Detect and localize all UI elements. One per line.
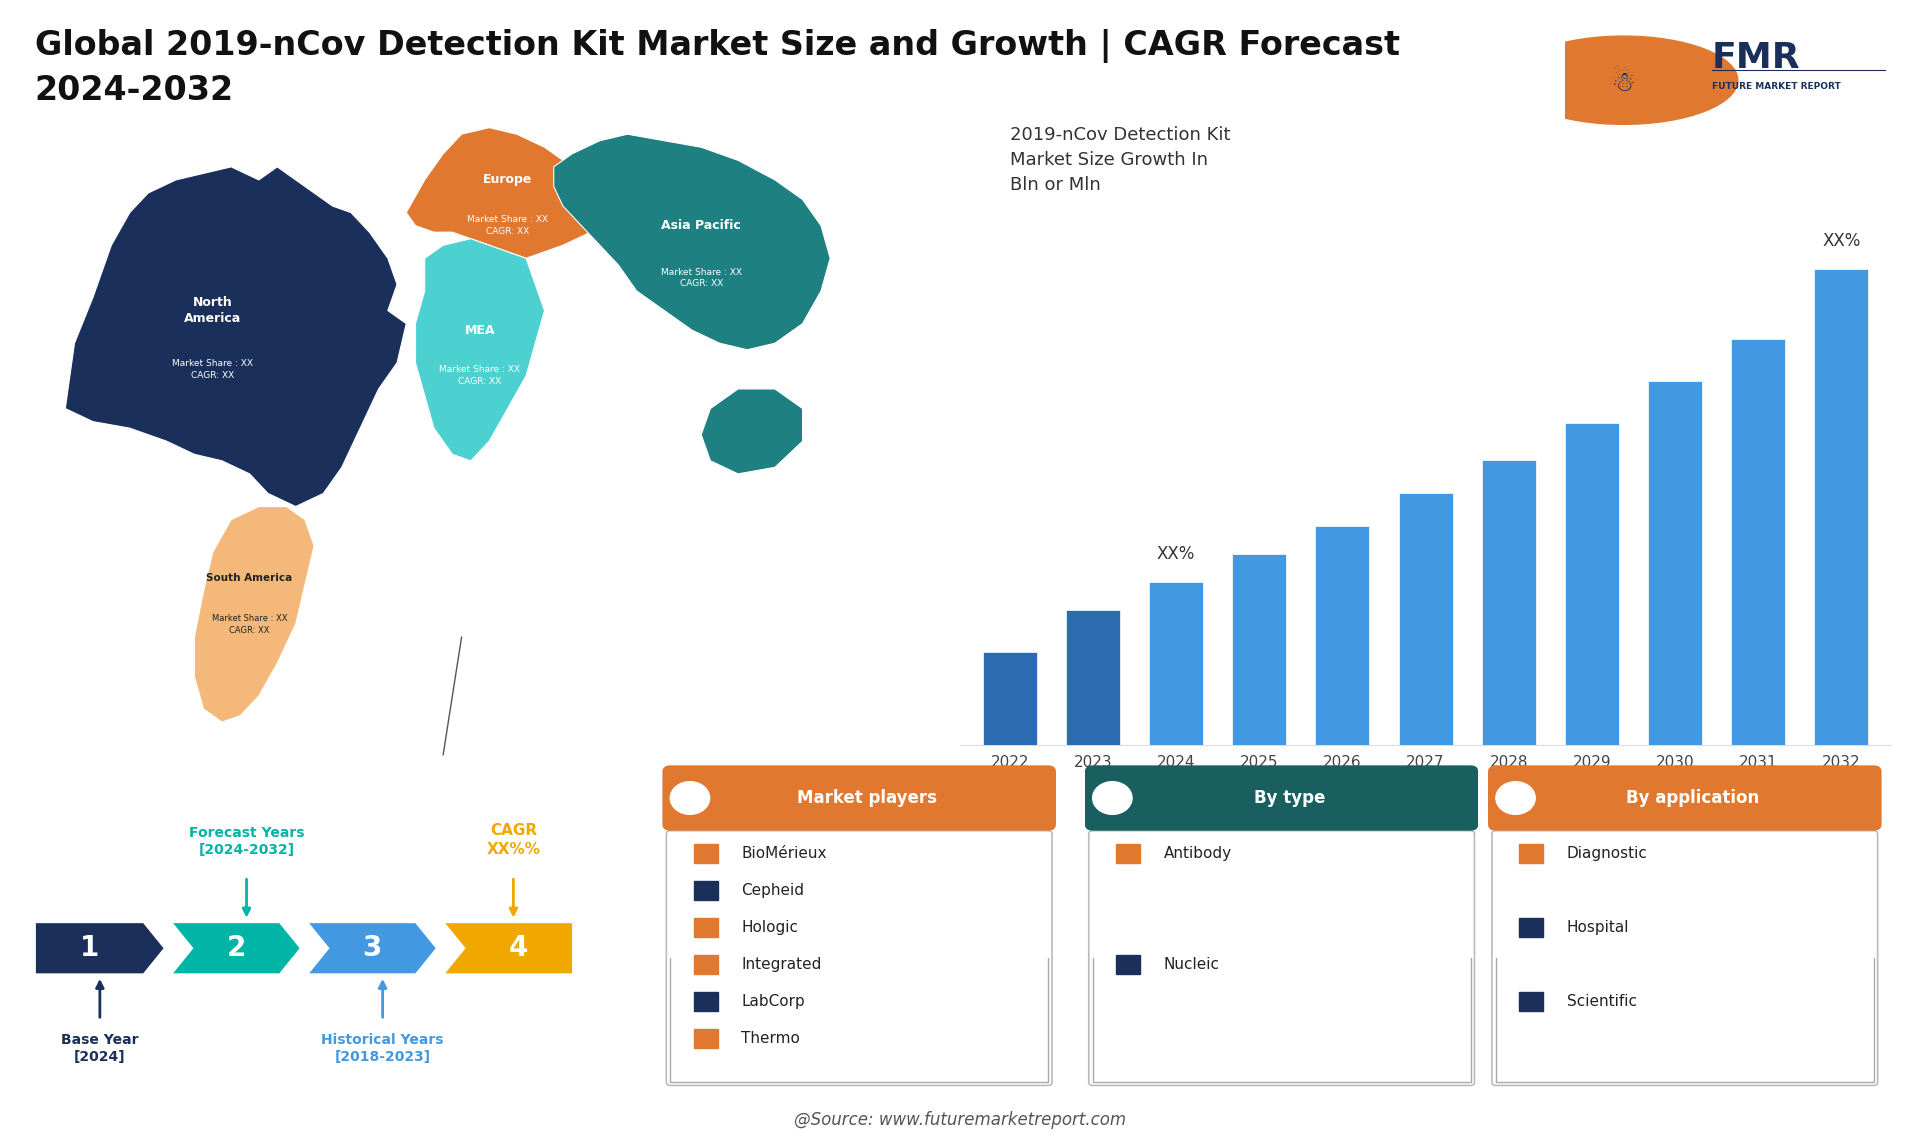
Bar xyxy=(1398,493,1453,745)
Text: Scientific: Scientific xyxy=(1567,994,1636,1010)
Text: XX%: XX% xyxy=(1158,544,1196,563)
Circle shape xyxy=(1496,782,1536,815)
Polygon shape xyxy=(35,923,165,974)
Bar xyxy=(1814,269,1868,745)
Text: Asia Pacific: Asia Pacific xyxy=(660,219,741,233)
Text: Market Share : XX
CAGR: XX: Market Share : XX CAGR: XX xyxy=(440,366,520,386)
Circle shape xyxy=(1092,782,1133,815)
Bar xyxy=(1066,610,1119,745)
Text: Market Share : XX
CAGR: XX: Market Share : XX CAGR: XX xyxy=(173,359,253,379)
Text: By type: By type xyxy=(1254,788,1325,807)
FancyBboxPatch shape xyxy=(1089,831,1475,1085)
Polygon shape xyxy=(444,923,572,974)
Bar xyxy=(1482,461,1536,745)
Text: Market Share : XX
CAGR: XX: Market Share : XX CAGR: XX xyxy=(467,215,547,236)
Text: Antibody: Antibody xyxy=(1164,846,1231,861)
Text: MEA: MEA xyxy=(465,323,495,337)
Bar xyxy=(1732,339,1786,745)
FancyBboxPatch shape xyxy=(1085,766,1478,831)
Bar xyxy=(983,652,1037,745)
Text: Hospital: Hospital xyxy=(1567,920,1630,935)
Bar xyxy=(1519,991,1544,1012)
Bar xyxy=(1315,526,1369,745)
Text: LabCorp: LabCorp xyxy=(741,994,804,1010)
Text: FUTURE MARKET REPORT: FUTURE MARKET REPORT xyxy=(1713,83,1841,91)
Bar xyxy=(693,843,718,863)
Bar xyxy=(693,881,718,901)
Text: Market Share : XX
CAGR: XX: Market Share : XX CAGR: XX xyxy=(211,614,288,635)
Bar xyxy=(693,918,718,937)
Text: By application: By application xyxy=(1626,788,1759,807)
Bar xyxy=(1150,581,1204,745)
Polygon shape xyxy=(171,923,301,974)
Text: Nucleic: Nucleic xyxy=(1164,957,1219,972)
Text: Hologic: Hologic xyxy=(741,920,799,935)
Polygon shape xyxy=(701,388,803,474)
Text: 1: 1 xyxy=(79,934,100,963)
Bar xyxy=(1519,918,1544,937)
Text: CAGR
XX%%: CAGR XX%% xyxy=(486,823,540,857)
FancyBboxPatch shape xyxy=(662,766,1056,831)
Text: 2024-2032: 2024-2032 xyxy=(35,74,234,108)
Text: 4: 4 xyxy=(509,934,528,963)
Text: Market Share : XX
CAGR: XX: Market Share : XX CAGR: XX xyxy=(660,267,741,289)
Bar xyxy=(693,955,718,974)
Text: Diagnostic: Diagnostic xyxy=(1567,846,1647,861)
FancyBboxPatch shape xyxy=(1488,766,1882,831)
Polygon shape xyxy=(65,167,407,507)
Text: Global 2019-nCov Detection Kit Market Size and Growth | CAGR Forecast: Global 2019-nCov Detection Kit Market Si… xyxy=(35,29,1400,63)
Bar xyxy=(693,1029,718,1049)
Text: Forecast Years
[2024-2032]: Forecast Years [2024-2032] xyxy=(188,825,303,857)
FancyBboxPatch shape xyxy=(1492,831,1878,1085)
Polygon shape xyxy=(407,127,618,258)
Text: @Source: www.futuremarketreport.com: @Source: www.futuremarketreport.com xyxy=(795,1110,1125,1129)
Text: South America: South America xyxy=(207,573,292,583)
Text: 2019-nCov Detection Kit
Market Size Growth In
Bln or Mln: 2019-nCov Detection Kit Market Size Grow… xyxy=(1010,126,1231,194)
Text: Base Year
[2024]: Base Year [2024] xyxy=(61,1034,138,1065)
Bar xyxy=(1116,843,1140,863)
Bar xyxy=(693,991,718,1012)
Polygon shape xyxy=(415,238,545,461)
Text: Thermo: Thermo xyxy=(741,1031,801,1046)
Text: FMR: FMR xyxy=(1713,40,1801,74)
Polygon shape xyxy=(553,134,829,350)
Bar xyxy=(1565,423,1619,745)
Bar xyxy=(1647,380,1701,745)
Text: Cepheid: Cepheid xyxy=(741,884,804,898)
Text: XX%: XX% xyxy=(1822,231,1860,250)
Text: Integrated: Integrated xyxy=(741,957,822,972)
Text: North
America: North America xyxy=(184,296,242,325)
Bar xyxy=(1233,554,1286,745)
Text: 3: 3 xyxy=(363,934,382,963)
Polygon shape xyxy=(307,923,438,974)
Bar xyxy=(1519,843,1544,863)
Text: Europe: Europe xyxy=(484,173,532,187)
FancyBboxPatch shape xyxy=(666,831,1052,1085)
Polygon shape xyxy=(194,507,315,722)
Circle shape xyxy=(1509,37,1738,125)
Bar xyxy=(1116,955,1140,974)
Text: Historical Years
[2018-2023]: Historical Years [2018-2023] xyxy=(321,1034,444,1065)
Text: 2: 2 xyxy=(227,934,246,963)
Circle shape xyxy=(670,782,710,815)
Text: ☃: ☃ xyxy=(1611,69,1636,96)
Text: BioMérieux: BioMérieux xyxy=(741,846,828,861)
Text: Market players: Market players xyxy=(797,788,937,807)
